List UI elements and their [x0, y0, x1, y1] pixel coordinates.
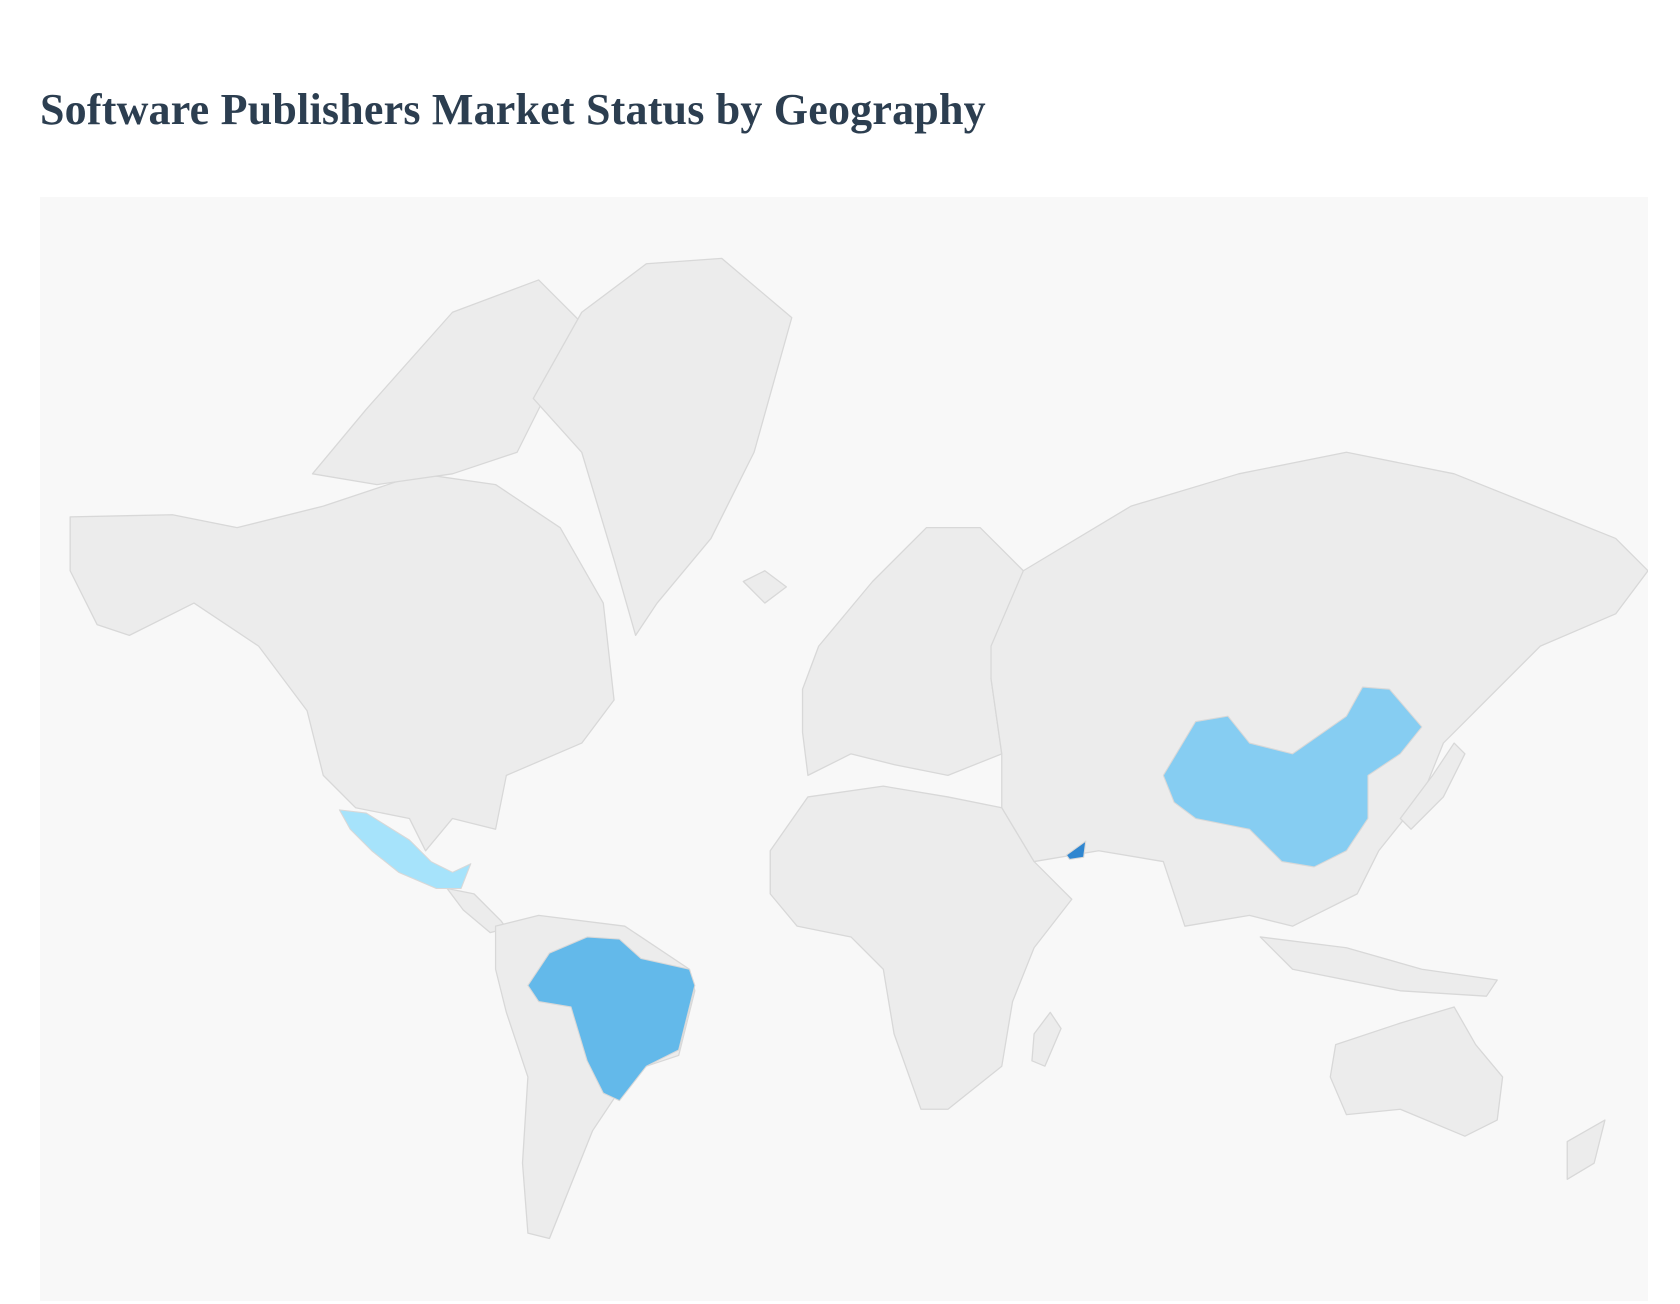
highlighted-regions [338, 686, 1423, 1102]
region-brazil[interactable] [527, 936, 696, 1102]
japan[interactable] [1399, 742, 1466, 830]
southeast-asia-islands[interactable] [1259, 936, 1498, 997]
africa[interactable] [769, 785, 1073, 1110]
madagascar[interactable] [1031, 1011, 1062, 1067]
iceland[interactable] [742, 570, 788, 604]
region-china[interactable] [1162, 686, 1423, 868]
region-mexico[interactable] [338, 809, 472, 890]
world-map-svg [69, 257, 1648, 1240]
north-america[interactable] [69, 473, 615, 852]
greenland[interactable] [532, 257, 793, 637]
land-masses [69, 257, 1648, 1240]
new-zealand[interactable] [1566, 1119, 1606, 1180]
page-title: Software Publishers Market Status by Geo… [40, 85, 986, 134]
region-uae[interactable] [1065, 840, 1087, 860]
arctic-islands[interactable] [311, 279, 583, 486]
europe[interactable] [801, 527, 1024, 777]
asia[interactable] [990, 451, 1648, 927]
world-map[interactable] [40, 197, 1648, 1301]
australia[interactable] [1329, 1006, 1504, 1137]
